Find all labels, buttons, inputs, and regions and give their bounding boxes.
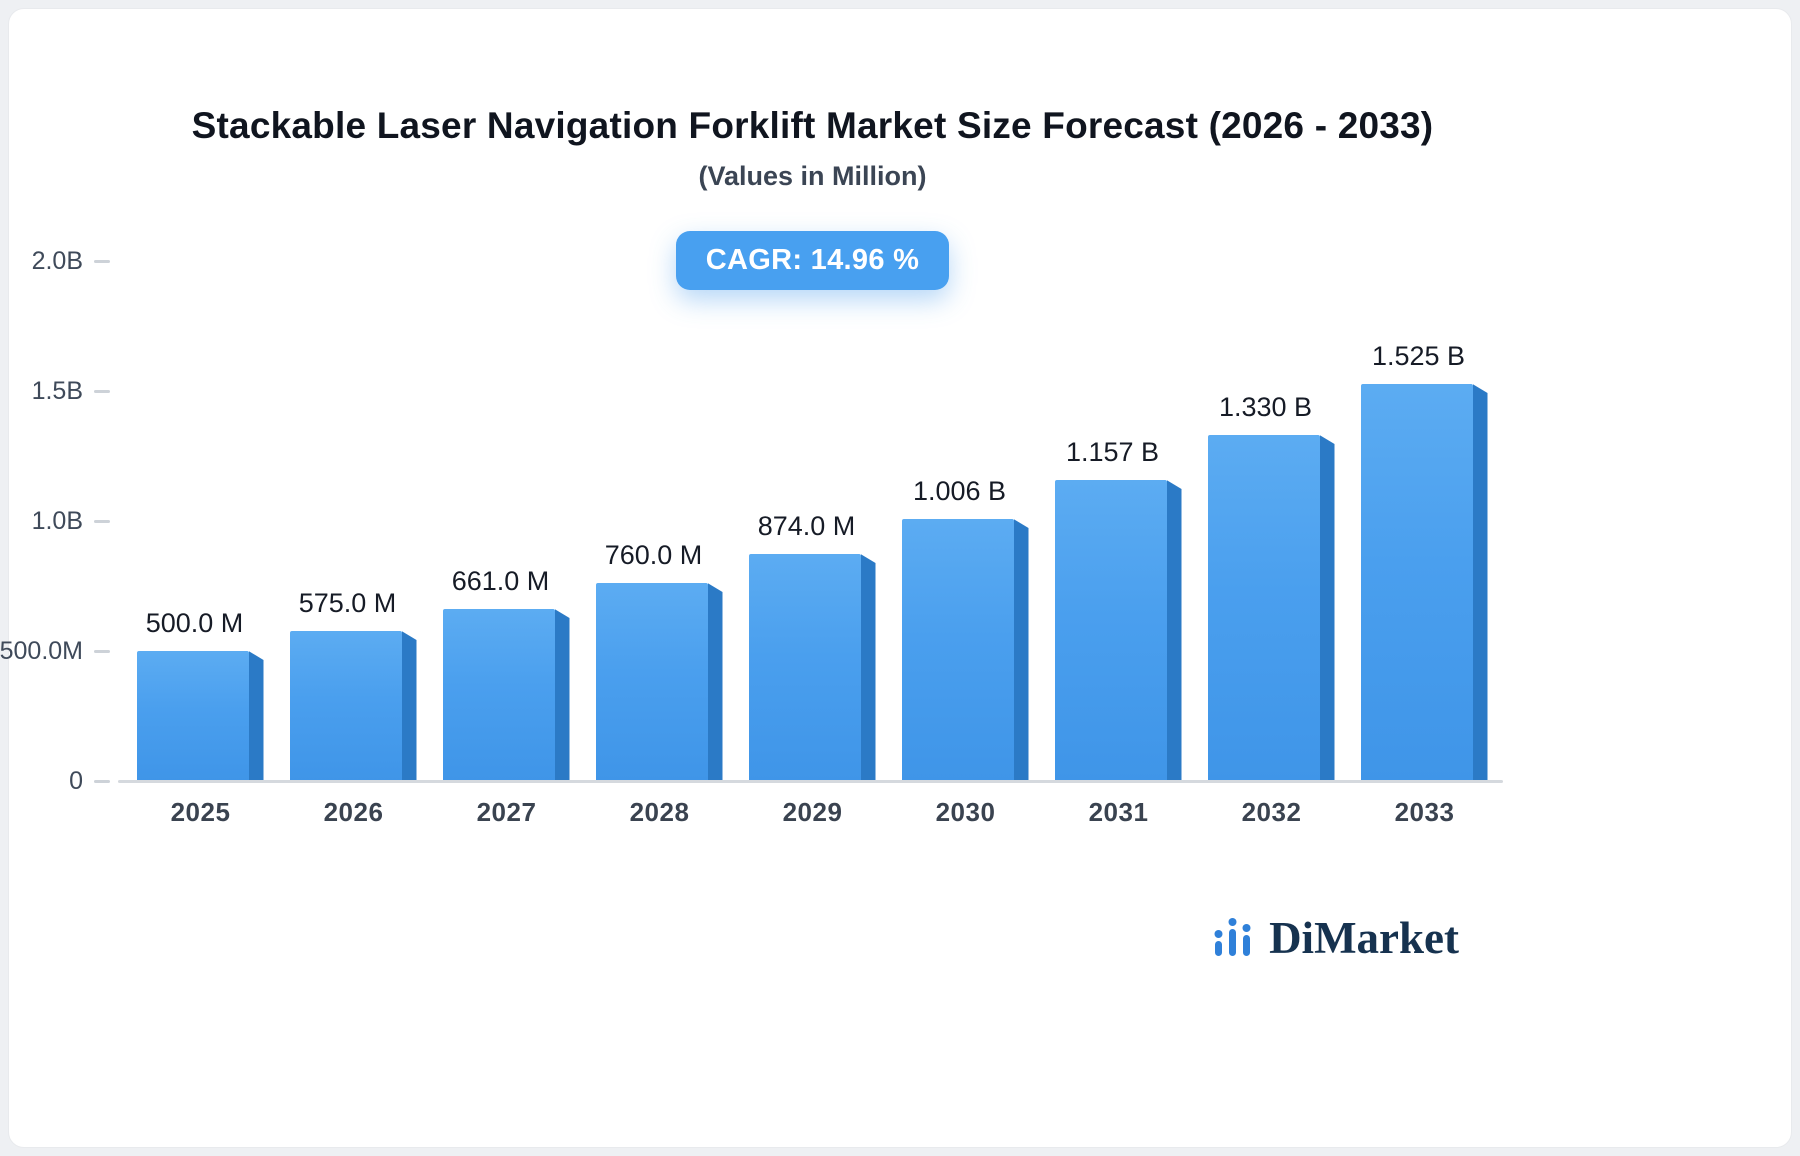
y-tick-dash — [94, 649, 110, 653]
bar-side — [707, 583, 723, 781]
x-axis-label: 2029 — [782, 797, 843, 827]
chart-card: Stackable Laser Navigation Forklift Mark… — [0, 8, 1792, 1148]
y-axis-label: 0 — [69, 766, 83, 795]
bar-side — [1472, 384, 1488, 781]
bar-group: 1.157 B 2031 — [1042, 261, 1195, 827]
x-axis-label: 2030 — [935, 797, 996, 827]
bar-value-label: 1.525 B — [1371, 341, 1466, 371]
bar — [1207, 435, 1335, 781]
x-axis-baseline — [118, 780, 1503, 783]
x-axis-label: 2032 — [1241, 797, 1302, 827]
y-tick-dash — [94, 779, 110, 783]
x-axis-label: 2025 — [170, 797, 231, 827]
bar-value-label: 1.006 B — [912, 476, 1007, 506]
y-tick-dash — [94, 389, 110, 393]
bar-group: 500.0 M 2025 — [124, 261, 277, 827]
bar — [1360, 384, 1488, 781]
plot-area: 0 500.0M 1.0B 1.5B 2.0B 500.0 M 2025 575.0 M 20… — [0, 247, 1503, 827]
x-axis-label: 2033 — [1394, 797, 1455, 827]
y-axis-label: 2.0B — [31, 246, 83, 275]
y-tick-dash — [94, 259, 110, 263]
bar — [1054, 480, 1182, 781]
brand-logo: DiMarket — [1210, 915, 1459, 961]
y-axis-label: 1.5B — [31, 376, 83, 405]
bar-group: 874.0 M 2029 — [736, 261, 889, 827]
bar-value-label: 661.0 M — [451, 566, 550, 596]
bar-value-label: 500.0 M — [145, 608, 244, 638]
bar-side — [860, 554, 876, 781]
bar-side — [1166, 480, 1182, 781]
bar-side — [554, 609, 570, 781]
brand-name: DiMarket — [1269, 913, 1459, 963]
bar — [748, 554, 876, 781]
bar-value-label: 760.0 M — [604, 540, 703, 570]
cagr-badge: CAGR: 14.96 % — [675, 231, 950, 290]
bar-side — [248, 651, 264, 781]
bar — [901, 519, 1029, 781]
bar-group: 1.525 B 2033 — [1348, 261, 1501, 827]
bar-side — [401, 631, 417, 781]
y-tick-dash — [94, 519, 110, 523]
x-axis-label: 2026 — [323, 797, 384, 827]
bar — [289, 631, 417, 781]
chart-subtitle: (Values in Million) — [698, 161, 927, 191]
bars-container: 500.0 M 2025 575.0 M 2026 661.0 M 2027 760.0 M… — [124, 261, 1501, 827]
bar-value-label: 1.157 B — [1065, 437, 1160, 467]
bar-side — [1319, 435, 1335, 781]
bar-group: 760.0 M 2028 — [583, 261, 736, 827]
bar-chart-dots-icon — [1214, 918, 1251, 956]
bar-value-label: 575.0 M — [298, 588, 397, 618]
y-axis-label: 1.0B — [31, 506, 83, 535]
bar-value-label: 874.0 M — [757, 511, 856, 541]
bar-group: 575.0 M 2026 — [277, 261, 430, 827]
bar-group: 661.0 M 2027 — [430, 261, 583, 827]
bar — [595, 583, 723, 781]
chart-title: Stackable Laser Navigation Forklift Mark… — [191, 105, 1434, 146]
bar-value-label: 1.330 B — [1218, 392, 1313, 422]
x-axis-label: 2028 — [629, 797, 690, 827]
bar-group: 1.006 B 2030 — [889, 261, 1042, 827]
x-axis-label: 2027 — [476, 797, 537, 827]
bar-group: 1.330 B 2032 — [1195, 261, 1348, 827]
bar-side — [1013, 519, 1029, 781]
badge-row: CAGR: 14.96 % — [124, 231, 1501, 290]
y-axis-label: 500.0M — [0, 636, 83, 665]
bar — [442, 609, 570, 781]
x-axis-label: 2031 — [1088, 797, 1149, 827]
bar — [136, 651, 264, 781]
